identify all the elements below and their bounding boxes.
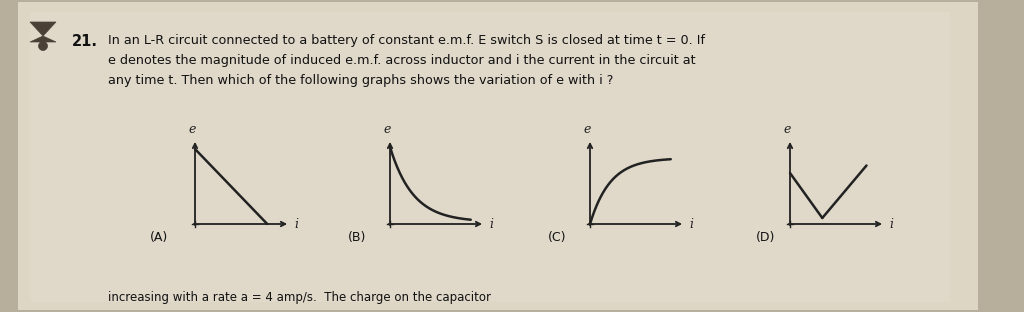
Circle shape	[39, 41, 47, 51]
FancyBboxPatch shape	[30, 12, 950, 302]
Polygon shape	[30, 36, 56, 42]
Text: 21.: 21.	[72, 34, 98, 49]
Text: increasing with a rate a = 4 amp/s.  The charge on the capacitor: increasing with a rate a = 4 amp/s. The …	[108, 291, 490, 304]
Text: (D): (D)	[756, 231, 775, 243]
Text: e: e	[783, 123, 791, 136]
Text: i: i	[294, 218, 298, 232]
Text: (A): (A)	[150, 231, 168, 243]
Text: e: e	[584, 123, 591, 136]
Text: e: e	[383, 123, 391, 136]
Text: (B): (B)	[348, 231, 367, 243]
Text: (C): (C)	[548, 231, 566, 243]
Text: i: i	[489, 218, 493, 232]
Text: In an L-R circuit connected to a battery of constant e.m.f. E switch S is closed: In an L-R circuit connected to a battery…	[108, 34, 705, 47]
Polygon shape	[30, 22, 56, 36]
Text: any time t. Then which of the following graphs shows the variation of e with i ?: any time t. Then which of the following …	[108, 74, 613, 87]
Text: i: i	[889, 218, 893, 232]
Text: e: e	[188, 123, 196, 136]
Text: e denotes the magnitude of induced e.m.f. across inductor and i the current in t: e denotes the magnitude of induced e.m.f…	[108, 54, 695, 67]
Text: i: i	[689, 218, 693, 232]
FancyBboxPatch shape	[18, 2, 978, 310]
